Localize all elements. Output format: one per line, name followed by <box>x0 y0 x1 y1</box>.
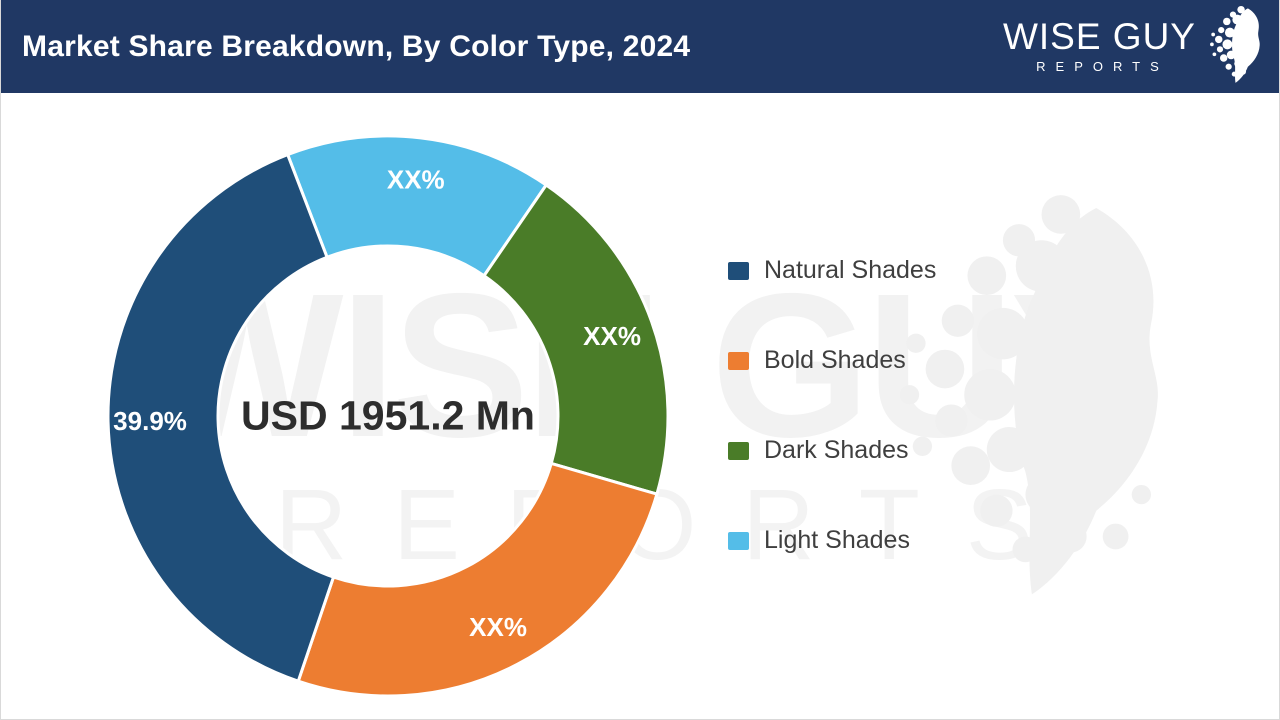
slice-label-light-shades: XX% <box>387 165 445 195</box>
legend-item-natural-shades: Natural Shades <box>728 254 936 287</box>
legend-item-light-shades: Light Shades <box>728 524 936 557</box>
slice-label-dark-shades: XX% <box>583 321 641 351</box>
donut-segment-dark-shades <box>482 183 670 496</box>
brand-logo-face-icon <box>1210 5 1260 83</box>
donut-chart: XX% XX% XX% 39.9% <box>106 134 670 698</box>
donut-segment-bold-shades <box>296 461 659 698</box>
legend-label: Dark Shades <box>764 436 909 464</box>
header-bar: Market Share Breakdown, By Color Type, 2… <box>0 0 1280 93</box>
slice-label-natural-shades: 39.9% <box>113 406 187 436</box>
page-title: Market Share Breakdown, By Color Type, 2… <box>22 29 691 63</box>
donut-segment-natural-shades <box>106 153 335 683</box>
legend-swatch-icon <box>728 531 749 550</box>
legend-label: Light Shades <box>764 526 910 554</box>
brand-logo-text: WISE GUY REPORTS <box>1002 15 1196 74</box>
legend-item-bold-shades: Bold Shades <box>728 344 936 377</box>
watermark-face-icon <box>899 195 1158 595</box>
legend-label: Natural Shades <box>764 256 937 284</box>
legend-swatch-icon <box>728 351 749 370</box>
legend-swatch-icon <box>728 441 749 460</box>
legend-swatch-icon <box>728 261 749 280</box>
legend-label: Bold Shades <box>764 346 906 374</box>
brand-logo-line1: WISE GUY <box>1002 15 1196 57</box>
slice-label-bold-shades: XX% <box>469 612 527 642</box>
chart-center-value: USD 1951.2 Mn <box>241 392 535 439</box>
chart-legend: Natural Shades Bold Shades Dark Shades Ligh… <box>728 254 936 557</box>
legend-item-dark-shades: Dark Shades <box>728 434 936 467</box>
brand-logo-line2: REPORTS <box>1036 58 1169 74</box>
brand-logo: WISE GUY REPORTS <box>1003 4 1264 86</box>
